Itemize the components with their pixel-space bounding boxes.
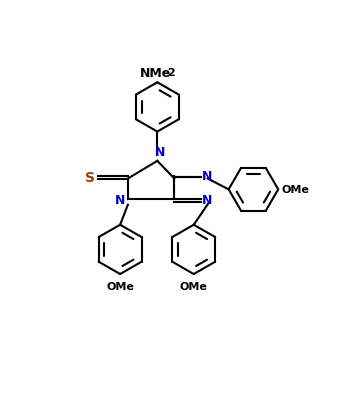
Text: N: N [202,170,213,183]
Text: OMe: OMe [106,282,134,292]
Text: OMe: OMe [281,185,309,195]
Text: N: N [202,194,213,206]
Text: NMe: NMe [140,67,172,80]
Text: N: N [115,194,125,206]
Text: OMe: OMe [180,282,208,292]
Text: S: S [85,171,94,185]
Text: 2: 2 [167,68,175,79]
Text: N: N [154,146,165,158]
